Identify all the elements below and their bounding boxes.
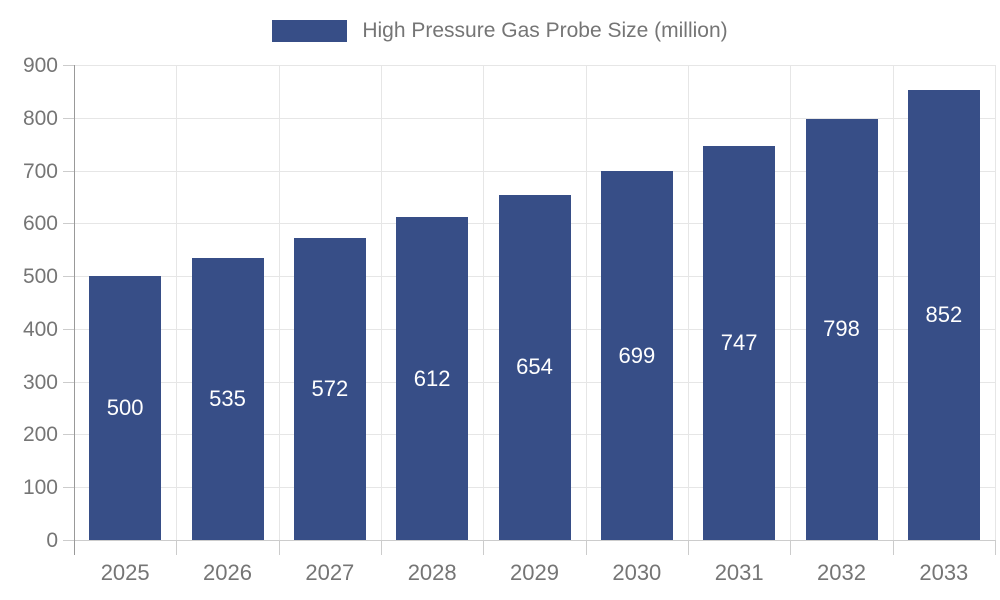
x-gridline [381, 65, 382, 540]
bar[interactable]: 852 [907, 90, 980, 540]
x-axis-tick-label: 2025 [100, 560, 150, 585]
y-axis-tick-label: 700 [22, 159, 58, 183]
bar[interactable]: 654 [498, 194, 571, 540]
y-tick-mark [63, 381, 74, 383]
x-tick-mark [176, 540, 178, 555]
bar-value-label: 612 [413, 365, 451, 391]
y-axis-line [74, 65, 75, 555]
bar-value-label: 798 [823, 316, 860, 342]
y-tick-mark [63, 487, 74, 489]
y-axis-tick-label: 800 [22, 106, 58, 130]
x-tick-mark [688, 540, 689, 555]
x-axis-tick-label: 2033 [919, 560, 969, 585]
y-axis-tick-label: 400 [22, 317, 58, 341]
y-tick-mark [63, 223, 74, 225]
x-gridline [688, 65, 689, 540]
bar[interactable]: 612 [396, 217, 469, 540]
bar-value-label: 852 [925, 302, 963, 328]
x-axis-tick-label: 2026 [203, 560, 252, 585]
legend-swatch [272, 20, 348, 42]
bar[interactable]: 798 [805, 118, 878, 540]
y-tick-mark [63, 65, 74, 66]
y-tick-mark [63, 434, 74, 436]
x-gridline [483, 65, 485, 540]
bar-value-label: 747 [720, 329, 758, 355]
x-gridline [995, 65, 996, 540]
x-axis-tick-label: 2032 [817, 560, 866, 585]
bar-value-label: 699 [618, 342, 656, 368]
legend-label: High Pressure Gas Probe Size (million) [362, 19, 728, 42]
y-axis-tick-label: 200 [22, 423, 58, 447]
x-tick-mark [585, 540, 587, 555]
bar[interactable]: 747 [703, 145, 776, 540]
y-axis-tick-label: 900 [22, 54, 58, 77]
x-tick-mark [995, 540, 996, 555]
x-axis-tick-label: 2029 [510, 560, 559, 585]
bar[interactable]: 699 [600, 171, 673, 540]
y-axis-tick-label: 600 [22, 212, 58, 236]
bar-value-label: 572 [311, 376, 349, 402]
x-axis-tick-label: 2030 [612, 560, 662, 585]
x-tick-mark [278, 540, 280, 555]
x-tick-mark [381, 540, 382, 555]
x-axis-tick-label: 2028 [407, 560, 457, 585]
y-axis-tick-label: 300 [22, 370, 58, 394]
x-gridline [278, 65, 280, 540]
y-gridline [74, 540, 995, 541]
x-gridline [585, 65, 587, 540]
x-tick-mark [790, 540, 792, 555]
y-axis-tick-label: 100 [22, 476, 58, 500]
y-axis-tick-label: 0 [46, 529, 58, 552]
x-tick-mark [892, 540, 894, 555]
y-tick-mark [63, 117, 74, 119]
x-gridline [176, 65, 178, 540]
bar-value-label: 535 [209, 385, 246, 411]
y-tick-mark [63, 328, 74, 330]
bar[interactable]: 500 [89, 276, 162, 540]
y-tick-mark [63, 540, 74, 541]
y-gridline [74, 170, 995, 172]
bar-value-label: 500 [106, 395, 144, 421]
bar[interactable]: 572 [293, 238, 366, 540]
y-tick-mark [63, 170, 74, 172]
y-axis-tick-label: 500 [22, 265, 58, 289]
x-gridline [892, 65, 894, 540]
chart-legend[interactable]: High Pressure Gas Probe Size (million) [0, 14, 1000, 48]
y-gridline [74, 65, 995, 66]
bar[interactable]: 535 [191, 257, 264, 540]
bar-value-label: 654 [516, 354, 553, 380]
x-tick-mark [483, 540, 485, 555]
y-gridline [74, 117, 995, 119]
x-axis-tick-label: 2031 [714, 560, 764, 585]
y-tick-mark [63, 276, 74, 278]
x-axis-tick-label: 2027 [305, 560, 355, 585]
x-gridline [790, 65, 792, 540]
